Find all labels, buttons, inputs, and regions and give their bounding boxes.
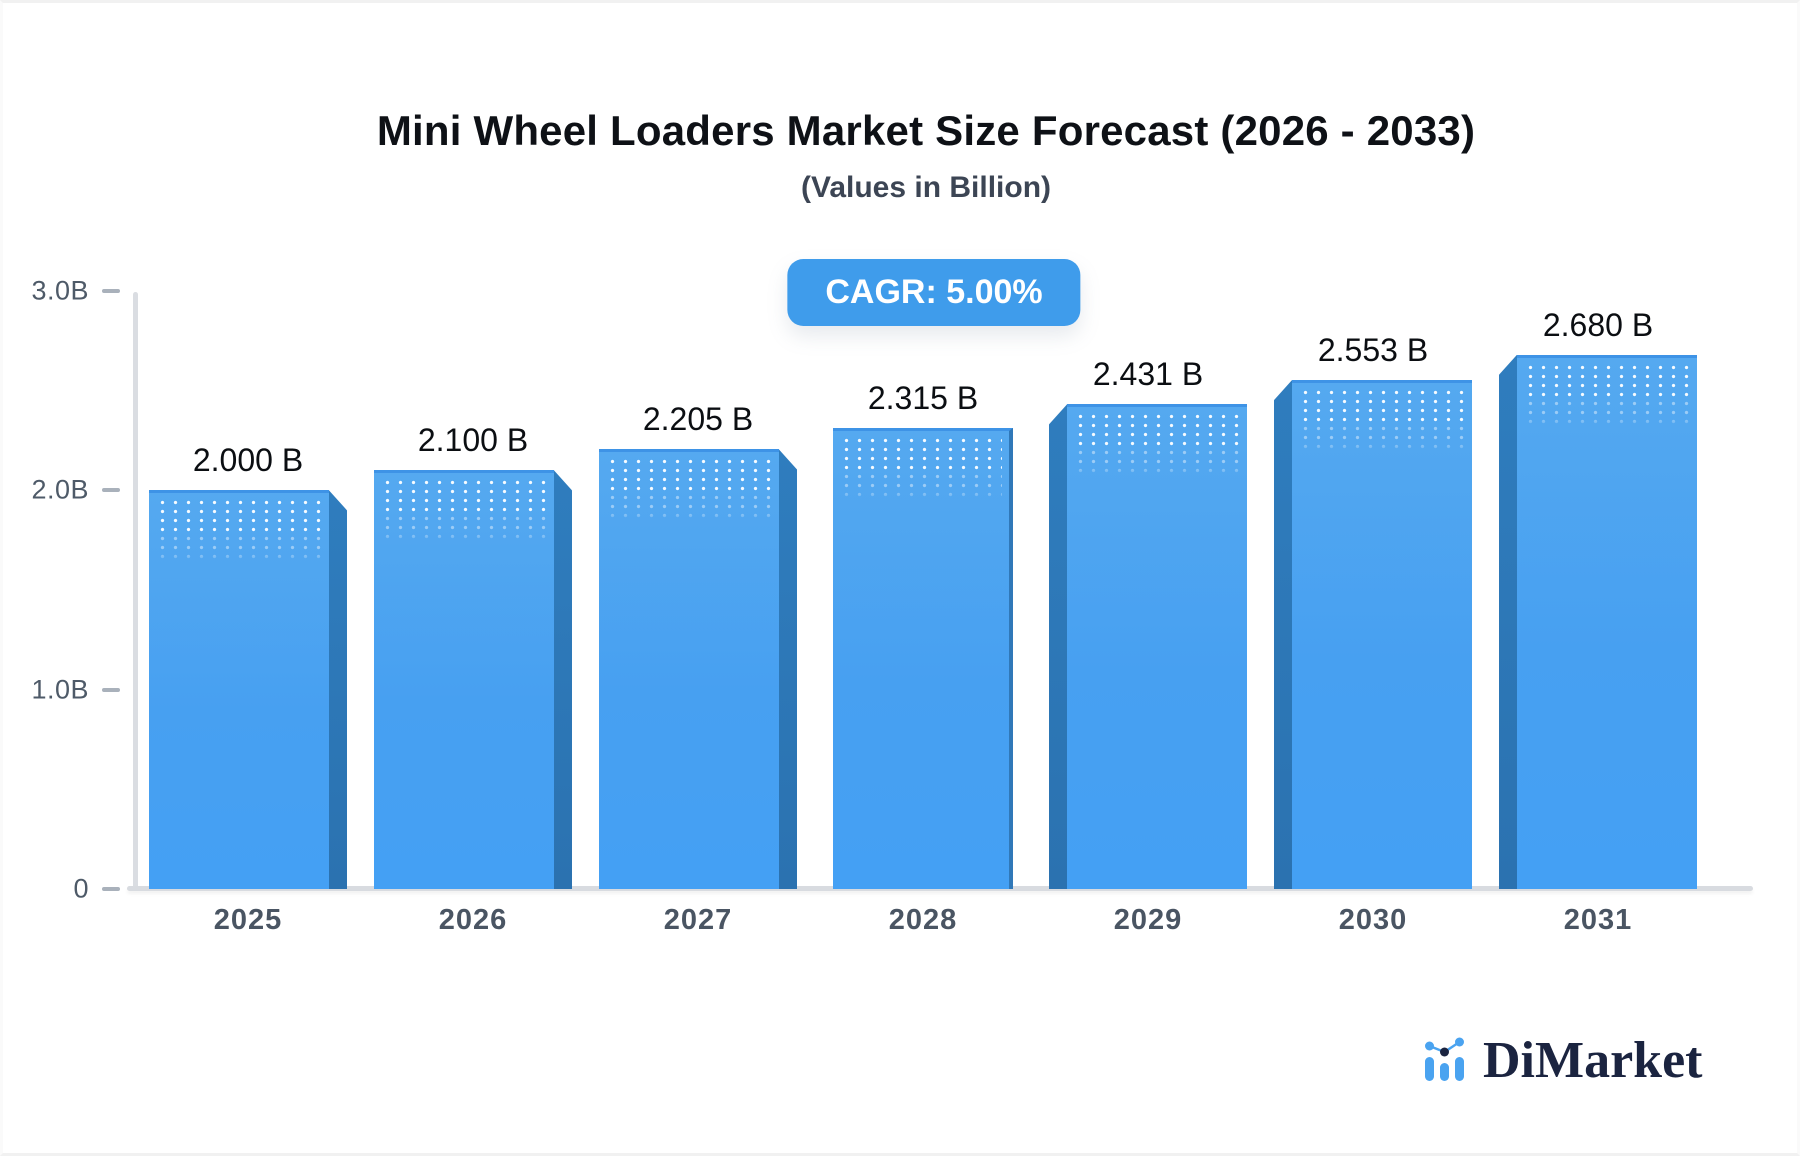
bar-face	[1292, 380, 1472, 889]
bar-value-label: 2.205 B	[642, 401, 754, 438]
x-axis-label: 2026	[438, 903, 508, 936]
bar-face	[1517, 354, 1697, 889]
y-axis-tick-label: 3.0B	[31, 275, 89, 306]
y-axis-tick-mark	[102, 687, 120, 692]
bar-face	[833, 427, 1013, 889]
bar-group-2030[interactable]: 2.553 B 2030	[1274, 332, 1472, 936]
y-axis-tick-label: 2.0B	[31, 474, 89, 505]
bar-3d-side	[779, 449, 797, 889]
bar-3d-side	[554, 470, 572, 889]
bar-group-2025[interactable]: 2.000 B 2025	[149, 442, 347, 936]
bar-group-2026[interactable]: 2.100 B 2026	[374, 422, 572, 936]
bar-value-label: 2.000 B	[192, 442, 304, 479]
y-axis-tick-mark	[102, 289, 120, 293]
bar-value-label: 2.431 B	[1092, 356, 1204, 393]
bar-face	[374, 470, 554, 889]
y-axis-tick-mark	[102, 887, 120, 891]
bar-value-label: 2.315 B	[867, 379, 979, 416]
bar-3d-side	[1499, 354, 1517, 889]
chart-subtitle: (Values in Billion)	[800, 171, 1052, 204]
brand-logo-text: DiMarket	[1483, 1032, 1703, 1089]
brand-logo: DiMarket	[1421, 1035, 1702, 1087]
y-axis-tick-mark	[102, 488, 120, 493]
bar-face	[1067, 404, 1247, 889]
y-axis-line	[133, 292, 138, 889]
bar-3d-side	[329, 490, 347, 889]
x-axis-label: 2025	[213, 903, 283, 936]
cagr-badge: CAGR: 5.00%	[787, 259, 1081, 326]
bar-group-2029[interactable]: 2.431 B 2029	[1049, 356, 1247, 936]
bar-group-2028[interactable]: 2.315 B 2028	[824, 380, 1022, 936]
bar-group-2027[interactable]: 2.205 B 2027	[599, 401, 797, 936]
x-axis-label: 2028	[888, 903, 958, 936]
x-axis-label: 2029	[1113, 903, 1183, 936]
x-axis-label: 2030	[1338, 903, 1408, 936]
y-axis-tick-label: 0	[73, 873, 89, 904]
y-axis-tick-label: 1.0B	[31, 674, 89, 705]
bar-3d-side	[1274, 380, 1292, 889]
chart-title: Mini Wheel Loaders Market Size Forecast …	[376, 107, 1476, 154]
bar-face	[149, 490, 329, 889]
x-axis-label: 2031	[1563, 903, 1633, 936]
bar-value-label: 2.553 B	[1317, 332, 1429, 369]
x-axis-label: 2027	[663, 903, 733, 936]
bar-3d-side	[1049, 404, 1067, 889]
bar-face	[599, 449, 779, 889]
bar-chart-sparkline-icon	[1425, 1037, 1464, 1081]
bar-group-2031[interactable]: 2.680 B 2031	[1499, 307, 1697, 936]
bar-value-label: 2.680 B	[1542, 306, 1654, 343]
bar-value-label: 2.100 B	[417, 422, 529, 459]
